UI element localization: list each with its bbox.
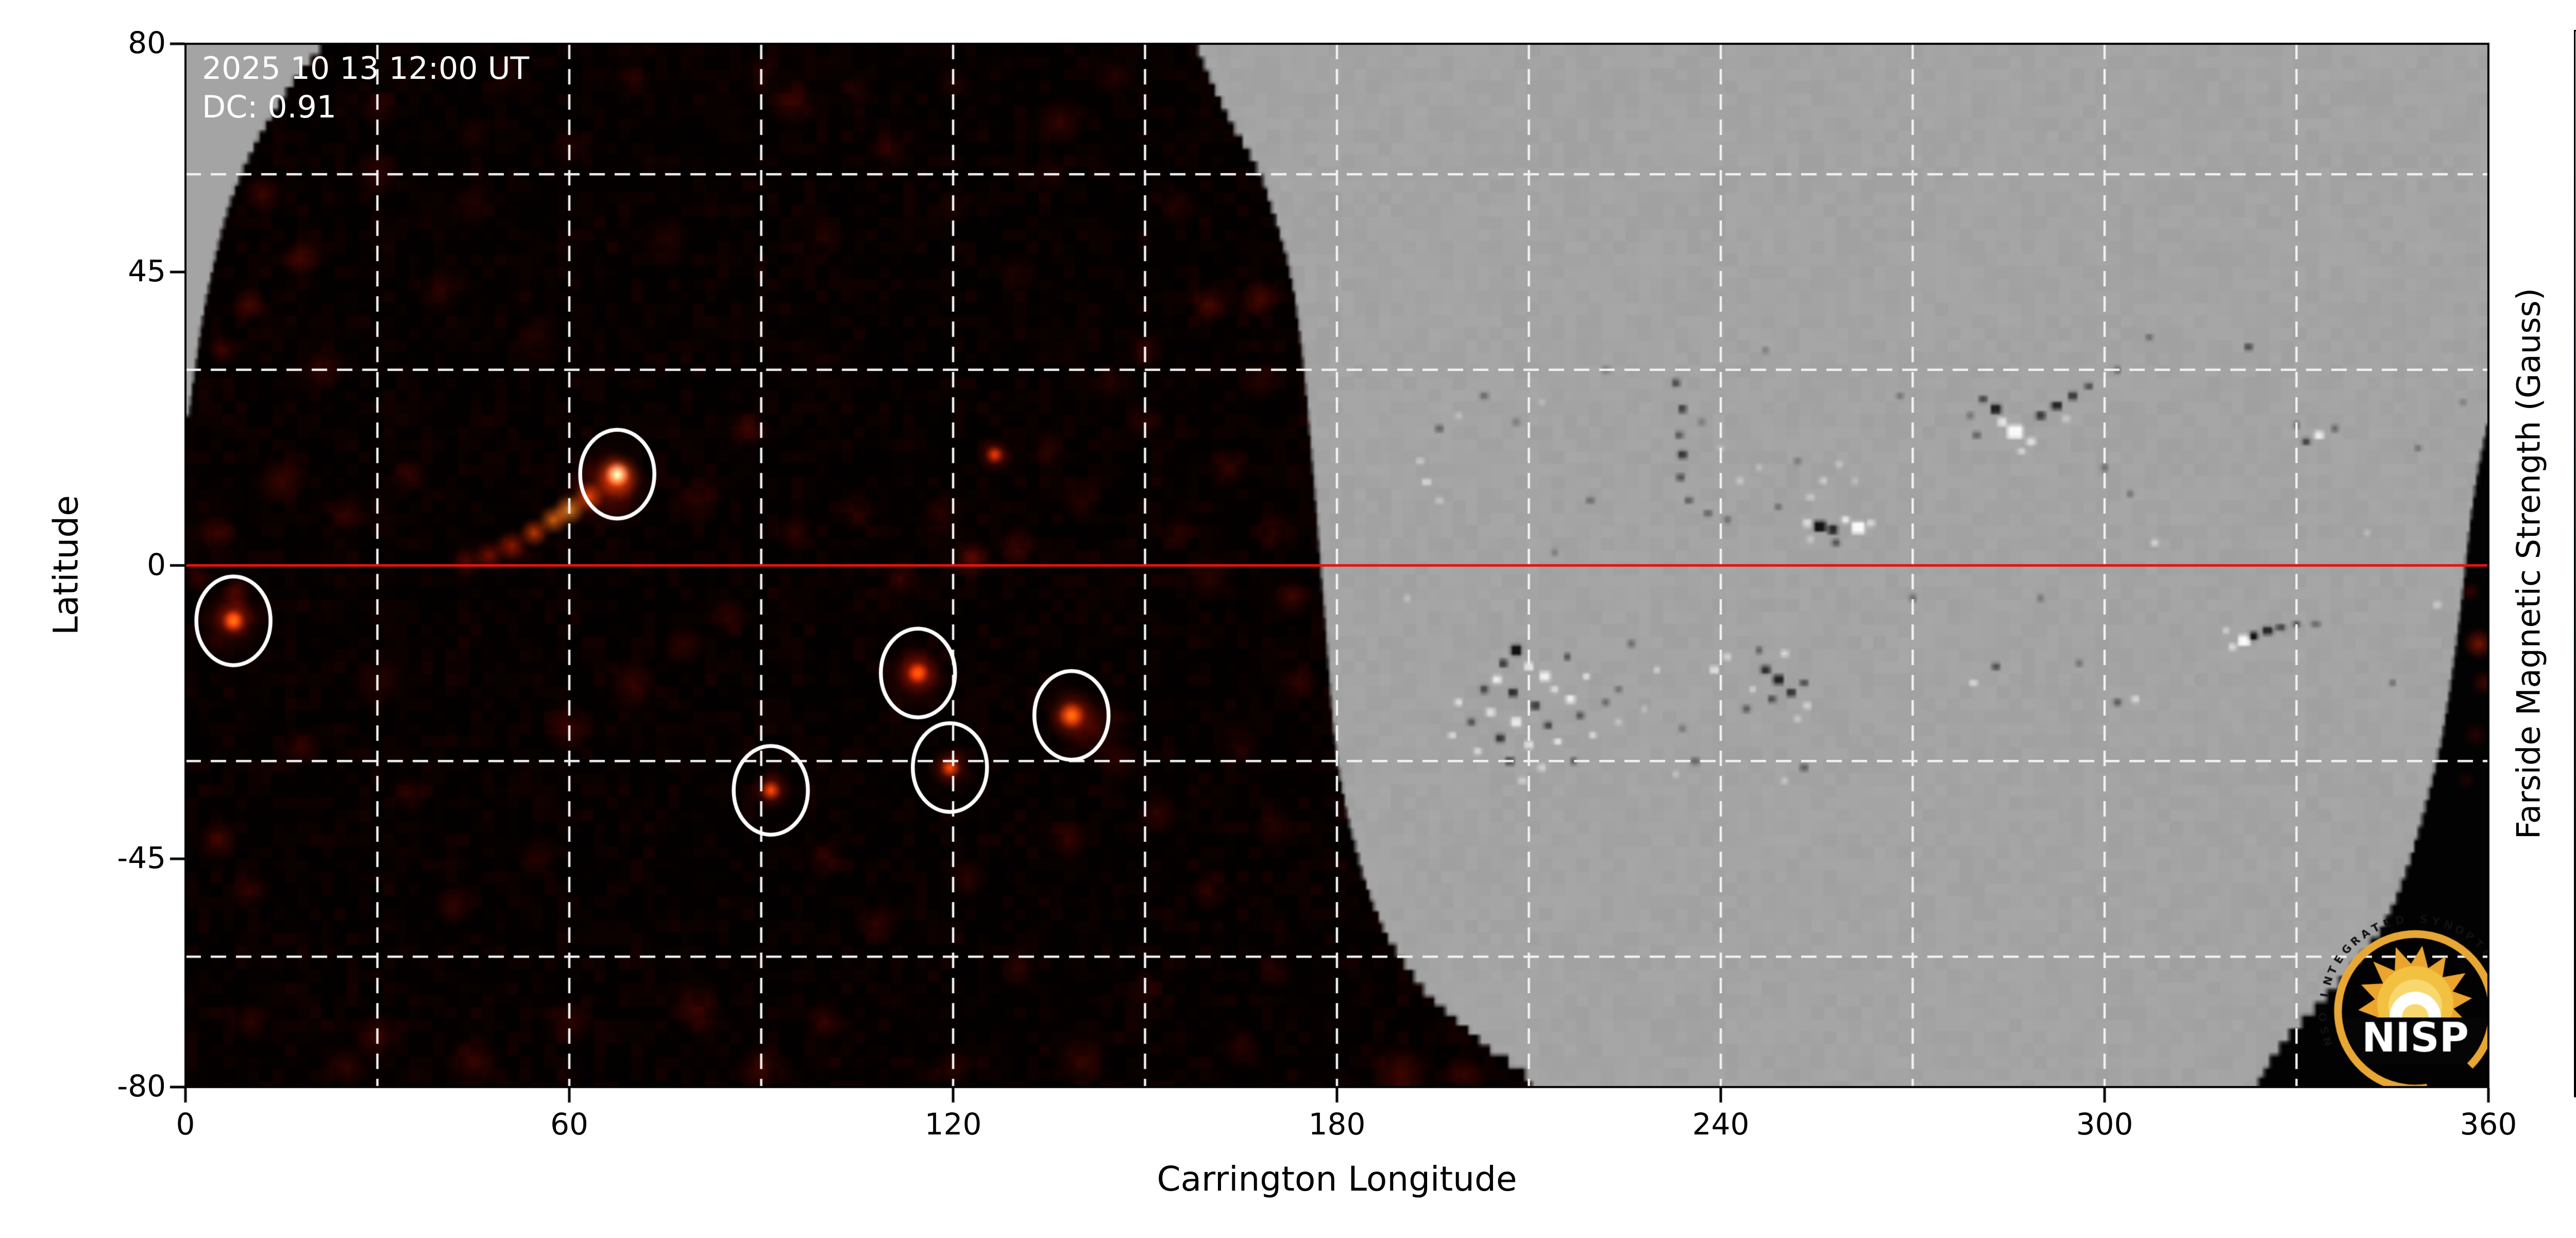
y-axis-label: Latitude [46,495,86,635]
y-tick-label: 0 [147,547,166,582]
y-tick-label: -80 [117,1069,166,1104]
x-tick-label: 0 [176,1107,195,1142]
farside-colorbar-title: Farside Magnetic Strength (Gauss) [2510,287,2548,840]
annotation-datetime: 2025 10 13 12:00 UT [202,50,530,87]
x-tick-label: 360 [2460,1107,2517,1142]
x-tick-label: 240 [1692,1107,1750,1142]
annotation-dc-value: DC: 0.91 [202,89,336,125]
y-tick-label: 45 [128,253,166,289]
map-annotation: 2025 10 13 12:00 UT DC: 0.91 [202,49,529,127]
farside-colorbar [2574,30,2576,1097]
x-axis-label: Carrington Longitude [1157,1159,1517,1199]
x-tick-label: 180 [1308,1107,1366,1142]
x-tick-label: 60 [550,1107,588,1142]
y-tick-label: 80 [128,25,166,60]
x-tick-label: 300 [2076,1107,2133,1142]
x-tick-label: 120 [924,1107,982,1142]
y-tick-label: -45 [117,840,166,876]
